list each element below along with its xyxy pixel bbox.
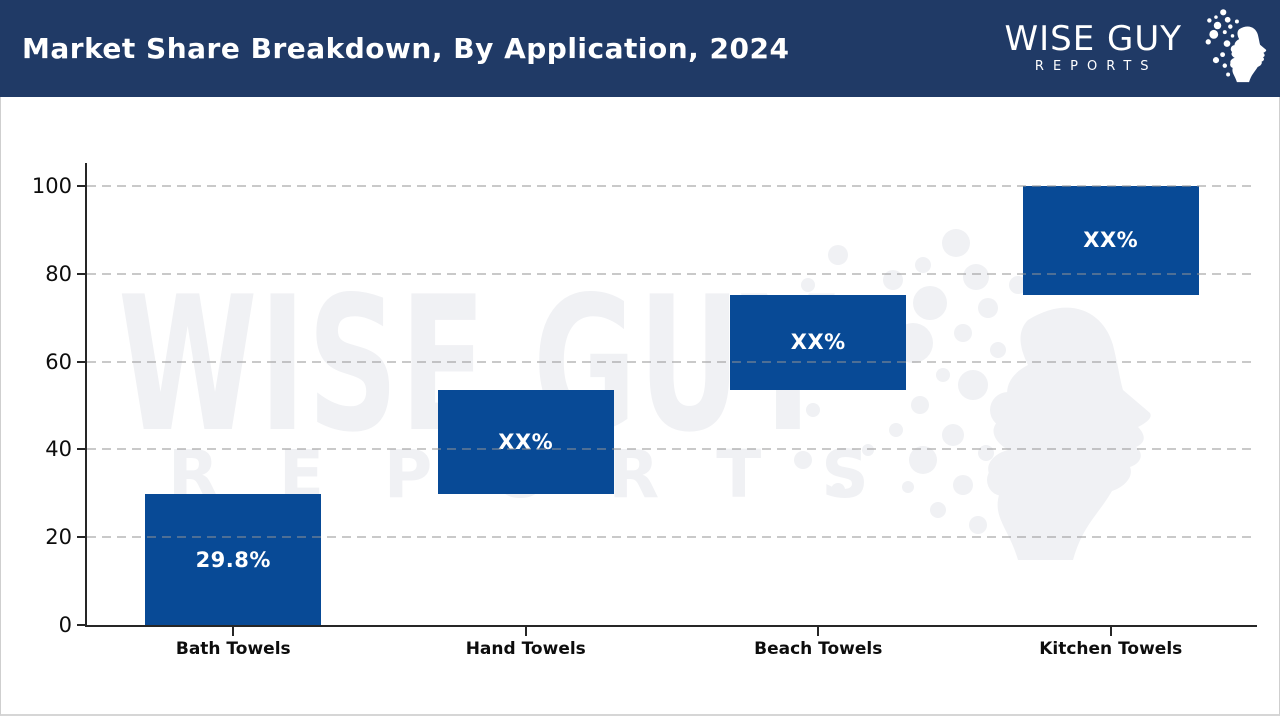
y-tick-label: 20 bbox=[45, 525, 72, 550]
header-bar: Market Share Breakdown, By Application, … bbox=[0, 0, 1280, 97]
y-tick-label: 0 bbox=[58, 613, 72, 637]
chart-title: Market Share Breakdown, By Application, … bbox=[22, 32, 790, 65]
x-tick-mark bbox=[817, 627, 820, 636]
y-tick-label: 100 bbox=[31, 174, 72, 198]
gridline bbox=[87, 272, 1257, 275]
x-category-label: Bath Towels bbox=[175, 639, 291, 659]
y-tick-label: 60 bbox=[45, 349, 72, 374]
gridline bbox=[87, 448, 1257, 451]
x-category-label: Beach Towels bbox=[754, 639, 883, 659]
y-tick-label: 80 bbox=[45, 261, 72, 286]
wiseguy-head-icon bbox=[1205, 9, 1267, 83]
y-tick-mark bbox=[77, 536, 86, 539]
y-tick-mark bbox=[77, 272, 86, 275]
bar-value-label: 29.8% bbox=[195, 547, 271, 572]
x-category-label: Hand Towels bbox=[465, 639, 586, 659]
y-tick-mark bbox=[77, 185, 86, 187]
bar-value-label: XX% bbox=[1083, 228, 1139, 253]
x-tick-mark bbox=[232, 627, 235, 636]
chart-bar-beach-towels: XX% bbox=[730, 294, 907, 391]
gridline bbox=[87, 185, 1257, 187]
y-axis-line bbox=[85, 163, 87, 627]
y-tick-mark bbox=[77, 360, 86, 363]
x-tick-mark bbox=[524, 627, 527, 636]
brand-name: WISE GUY bbox=[1004, 18, 1182, 59]
brand-logo-text: WISE GUY REPORTS bbox=[1004, 18, 1182, 75]
bar-value-label: XX% bbox=[790, 330, 846, 355]
bar-value-label: XX% bbox=[498, 430, 554, 455]
x-category-label: Kitchen Towels bbox=[1039, 639, 1183, 659]
chart-bar-bath-towels: 29.8% bbox=[145, 494, 322, 625]
x-axis-line bbox=[85, 625, 1257, 627]
gridline bbox=[87, 360, 1257, 363]
brand-logo: WISE GUY REPORTS bbox=[1004, 7, 1270, 89]
x-tick-mark bbox=[1109, 627, 1112, 636]
y-tick-mark bbox=[77, 624, 86, 626]
y-tick-label: 40 bbox=[45, 437, 72, 462]
chart-bar-hand-towels: XX% bbox=[437, 390, 614, 495]
chart-bar-kitchen-towels: XX% bbox=[1022, 186, 1199, 295]
y-tick-mark bbox=[77, 448, 86, 451]
brand-subname: REPORTS bbox=[1034, 59, 1158, 75]
gridline bbox=[87, 536, 1257, 539]
